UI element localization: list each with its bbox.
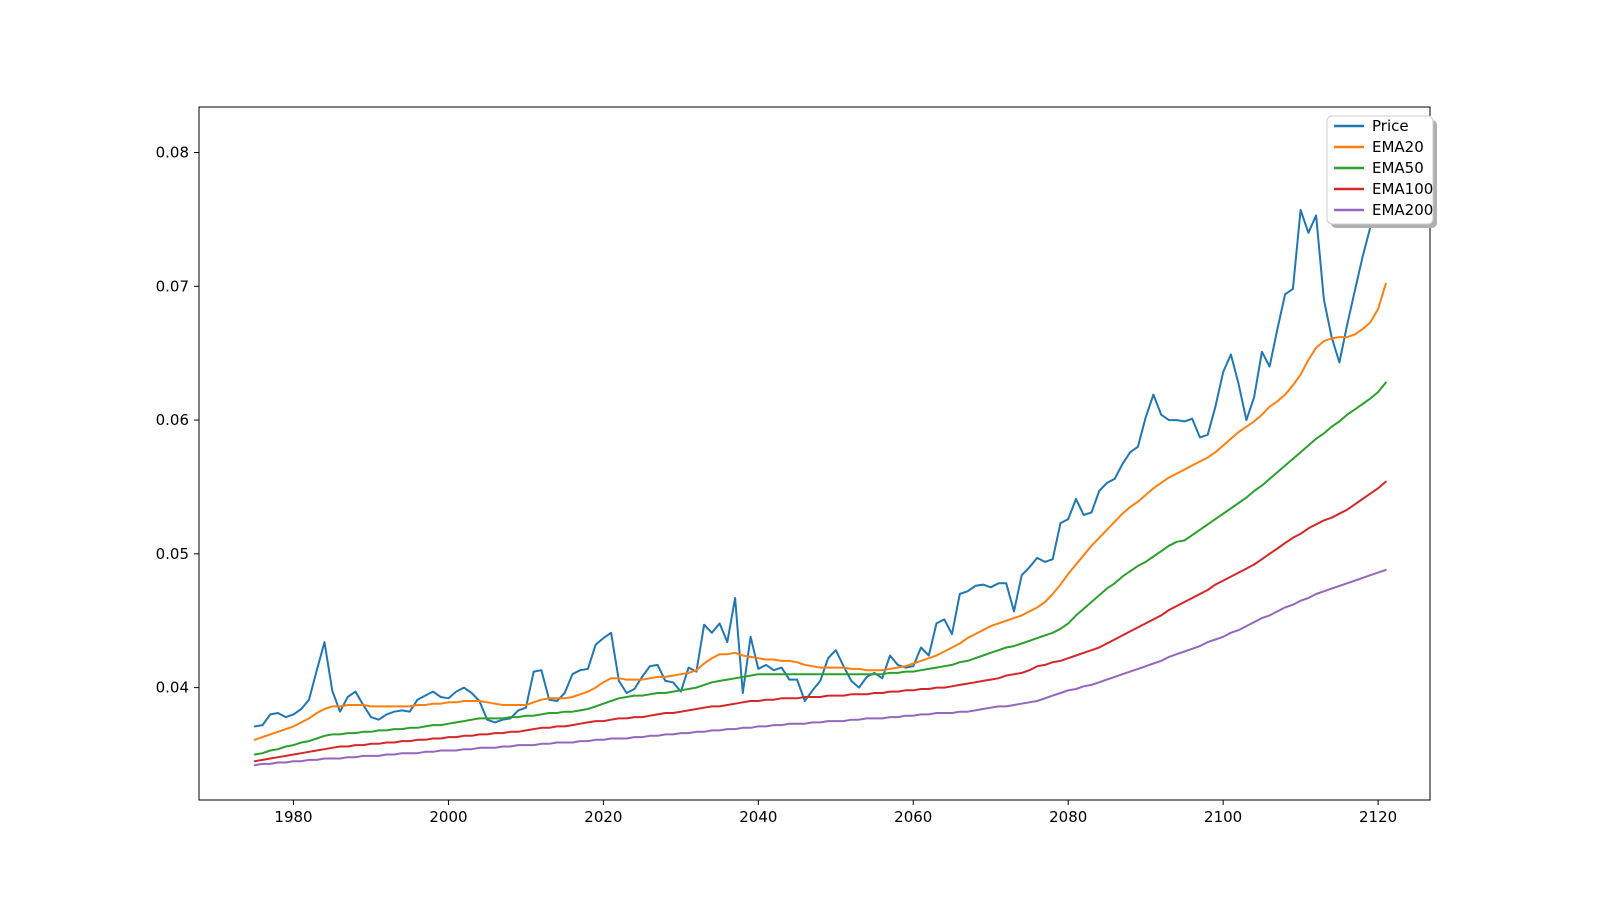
- x-tick-label: 2060: [894, 808, 932, 826]
- x-tick-label: 2120: [1359, 808, 1397, 826]
- x-tick-label: 2100: [1204, 808, 1242, 826]
- legend-entry: Price: [1334, 117, 1409, 135]
- y-tick-label: 0.06: [156, 411, 189, 429]
- legend-label: Price: [1372, 117, 1409, 135]
- y-tick-label: 0.07: [156, 277, 189, 295]
- y-tick-label: 0.05: [156, 545, 189, 563]
- ema100-line: [253, 480, 1387, 763]
- ema50-line: [253, 381, 1387, 756]
- legend-box: [1326, 115, 1434, 225]
- x-tick-label: 2040: [739, 808, 777, 826]
- ema200-line: [253, 568, 1387, 767]
- ema20-line: [253, 282, 1387, 741]
- legend-entry: EMA20: [1334, 138, 1424, 156]
- series-group: [253, 138, 1387, 767]
- x-tick-label: 2080: [1049, 808, 1087, 826]
- price-line: [253, 138, 1387, 728]
- y-tick-label: 0.08: [156, 143, 189, 161]
- legend: Price EMA20 EMA50 EMA100 EMA200: [1326, 115, 1437, 228]
- legend-label: EMA100: [1372, 180, 1433, 198]
- y-axis: 0.04 0.05 0.06 0.07 0.08: [156, 143, 199, 697]
- y-tick-label: 0.04: [156, 679, 189, 697]
- x-tick-label: 1980: [274, 808, 312, 826]
- legend-label: EMA50: [1372, 159, 1424, 177]
- legend-entry: EMA100: [1334, 180, 1433, 198]
- legend-label: EMA200: [1372, 201, 1433, 219]
- plot-background: [199, 107, 1430, 800]
- legend-entry: EMA50: [1334, 159, 1424, 177]
- x-tick-label: 2020: [584, 808, 622, 826]
- legend-label: EMA20: [1372, 138, 1424, 156]
- axes-frame: [198, 106, 1431, 801]
- x-axis: 1980 2000 2020 2040 2060 2080 2100 2120: [274, 800, 1397, 826]
- legend-entry: EMA200: [1334, 201, 1433, 219]
- x-tick-label: 2000: [429, 808, 467, 826]
